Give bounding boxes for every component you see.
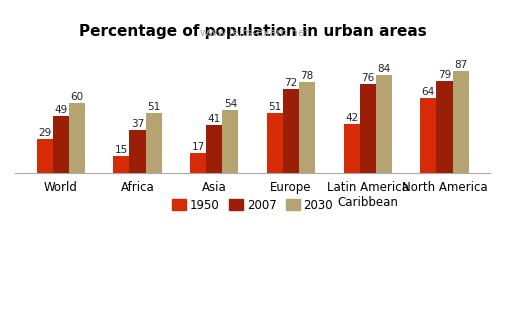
Bar: [69, 103, 85, 173]
Bar: [375, 75, 391, 173]
Text: 41: 41: [207, 114, 220, 124]
Text: 49: 49: [54, 105, 67, 115]
Bar: [436, 81, 451, 173]
Bar: [129, 130, 145, 173]
Text: 37: 37: [131, 119, 144, 129]
Bar: [113, 155, 129, 173]
Bar: [206, 125, 222, 173]
Text: 79: 79: [437, 70, 450, 80]
Text: www.ielts-exam.net: www.ielts-exam.net: [200, 28, 309, 38]
Bar: [451, 71, 468, 173]
Text: 76: 76: [360, 73, 374, 83]
Text: 87: 87: [453, 60, 466, 70]
Legend: 1950, 2007, 2030: 1950, 2007, 2030: [167, 194, 337, 216]
Bar: [190, 153, 206, 173]
Text: 54: 54: [223, 99, 237, 109]
Text: 78: 78: [300, 71, 313, 81]
Bar: [298, 82, 315, 173]
Bar: [266, 113, 282, 173]
Text: 15: 15: [115, 145, 128, 155]
Text: 17: 17: [191, 142, 205, 152]
Bar: [359, 84, 375, 173]
Bar: [222, 110, 238, 173]
Bar: [343, 124, 359, 173]
Title: Percentage of population in urban areas: Percentage of population in urban areas: [78, 24, 426, 40]
Text: 29: 29: [38, 128, 51, 138]
Bar: [282, 89, 298, 173]
Bar: [37, 139, 52, 173]
Text: 51: 51: [268, 102, 281, 112]
Text: 42: 42: [344, 113, 357, 123]
Bar: [419, 98, 436, 173]
Text: 72: 72: [284, 78, 297, 88]
Text: 84: 84: [377, 64, 390, 74]
Text: 51: 51: [147, 102, 160, 112]
Text: 60: 60: [70, 92, 83, 102]
Text: 64: 64: [421, 87, 434, 97]
Bar: [52, 116, 69, 173]
Bar: [145, 113, 161, 173]
